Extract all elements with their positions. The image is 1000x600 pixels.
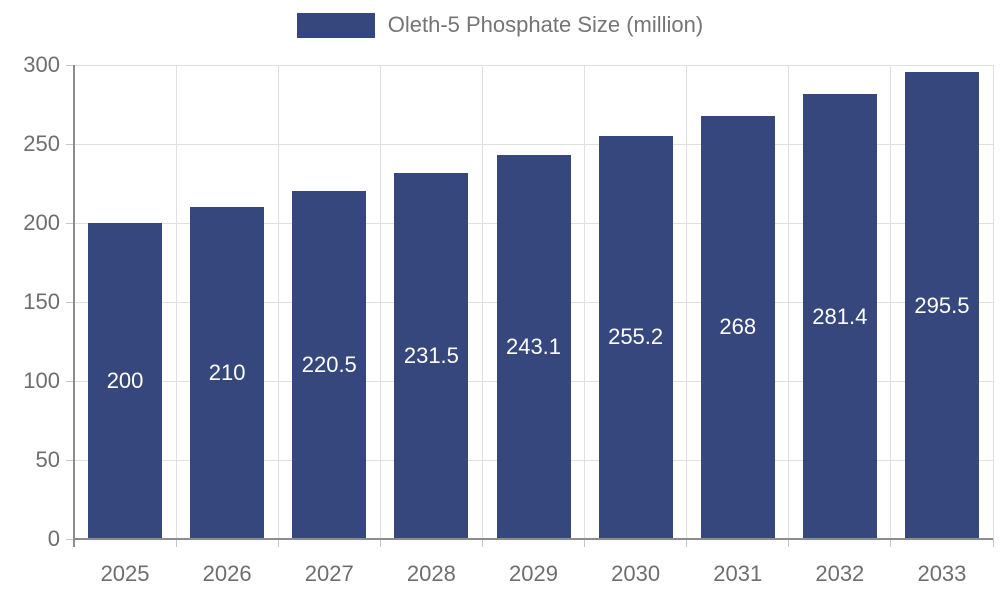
bar-value-label: 281.4 <box>812 303 868 329</box>
x-axis-tick-label: 2030 <box>611 561 661 586</box>
x-axis-tick-label: 2033 <box>917 561 967 586</box>
y-axis-tick-label: 300 <box>23 52 60 77</box>
bar-2031[interactable]: 268 <box>700 115 775 539</box>
x-axis-tick-label: 2032 <box>815 561 865 586</box>
bar-value-label: 268 <box>719 314 757 340</box>
bar-2026[interactable]: 210 <box>190 207 265 539</box>
x-axis-tick <box>890 539 892 547</box>
plot-area: 0 50 100 150 200 250 300 200 2025 210 2026 220.5 202… <box>23 52 994 586</box>
y-axis-tick-label: 250 <box>23 131 60 156</box>
bar-value-label: 255.2 <box>608 324 664 350</box>
bar-value-label: 295.5 <box>914 292 970 318</box>
x-axis-tick-label: 2028 <box>406 561 456 586</box>
legend-item[interactable]: Oleth-5 Phosphate Size (million) <box>296 12 704 38</box>
y-axis-tick-label: 0 <box>47 526 60 551</box>
x-axis-tick-label: 2025 <box>100 561 150 586</box>
bar-2025[interactable]: 200 <box>88 223 163 539</box>
y-axis-tick <box>66 64 74 66</box>
bar-2027[interactable]: 220.5 <box>292 190 367 539</box>
bar-2032[interactable]: 281.4 <box>802 94 877 539</box>
y-axis-tick <box>66 380 74 382</box>
y-axis-tick-label: 200 <box>23 210 60 235</box>
x-axis-tick <box>481 539 483 547</box>
y-axis-tick <box>66 538 74 540</box>
y-axis-tick-label: 150 <box>23 289 60 314</box>
y-axis-tick <box>66 222 74 224</box>
y-axis-tick <box>66 459 74 461</box>
bar-2029[interactable]: 243.1 <box>496 154 571 539</box>
y-axis-tick <box>66 301 74 303</box>
x-axis-tick <box>788 539 790 547</box>
y-axis-tick-label: 100 <box>23 368 60 393</box>
x-axis-tick-label: 2031 <box>713 561 763 586</box>
bar-value-label: 200 <box>106 368 144 393</box>
x-axis-tick <box>992 539 994 547</box>
gridline-horizontal <box>74 64 993 66</box>
y-axis-tick-label: 50 <box>35 447 60 472</box>
x-axis-tick-label: 2029 <box>509 561 558 586</box>
x-axis-tick <box>277 539 279 547</box>
bar-value-label: 231.5 <box>403 343 459 369</box>
bar-2028[interactable]: 231.5 <box>394 173 469 539</box>
bar-value-label: 243.1 <box>505 333 562 359</box>
x-axis-tick-label: 2027 <box>304 561 354 586</box>
x-axis-tick <box>379 539 381 547</box>
gridline-horizontal <box>74 143 993 145</box>
x-axis-tick <box>686 539 688 547</box>
bar-value-label: 220.5 <box>301 351 357 377</box>
x-axis-tick <box>584 539 586 547</box>
bar-value-label: 210 <box>208 360 246 386</box>
x-axis-line <box>74 538 993 540</box>
gridline-vertical <box>992 65 994 539</box>
legend-swatch-icon <box>296 12 375 38</box>
legend-row: Oleth-5 Phosphate Size (million) <box>0 12 1000 38</box>
bar-2030[interactable]: 255.2 <box>598 135 673 539</box>
x-axis-tick-label: 2026 <box>202 561 252 586</box>
y-axis-tick <box>66 143 74 145</box>
legend-label: Oleth-5 Phosphate Size (million) <box>387 12 704 37</box>
y-axis-line <box>73 65 75 547</box>
x-axis-tick <box>175 539 177 547</box>
bar-2033[interactable]: 295.5 <box>904 72 979 539</box>
